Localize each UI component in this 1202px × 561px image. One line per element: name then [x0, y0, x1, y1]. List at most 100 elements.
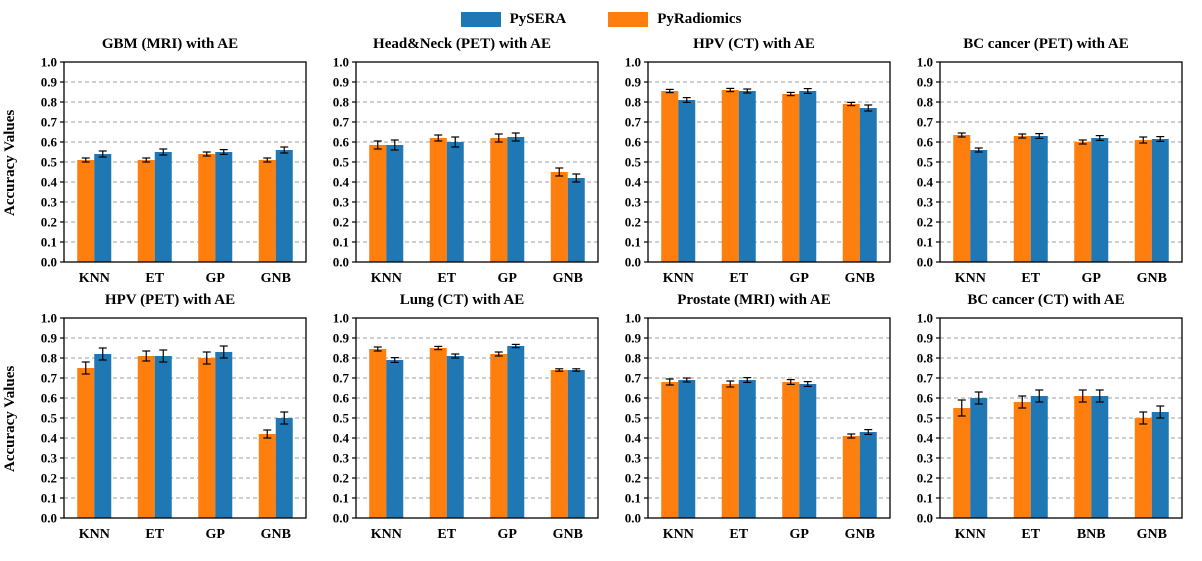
- y-tick-label: 0.4: [625, 431, 642, 446]
- x-tick-label: KNN: [371, 271, 402, 286]
- charts-row-top: Accuracy Values GBM (MRI) with AE 1.0 0.9…: [0, 34, 1202, 290]
- x-tick-label: GNB: [845, 527, 875, 542]
- plot-frame: [63, 61, 307, 263]
- y-tick-label: 0.0: [625, 511, 641, 526]
- y-tick-label: 0.5: [917, 155, 934, 170]
- bar-pyradiomics-et: [1013, 136, 1031, 262]
- bar-pysera-gp: [507, 137, 525, 262]
- bar-pysera-et: [446, 142, 464, 262]
- bar-pysera-knn: [386, 360, 404, 518]
- bar-pyradiomics-gnb: [1134, 140, 1152, 262]
- y-tick-label: 0.0: [917, 511, 933, 526]
- x-tick-label: GNB: [553, 527, 583, 542]
- x-tick-label: ET: [145, 271, 164, 286]
- bar-pysera-knn: [386, 145, 404, 262]
- y-tick-label: 0.7: [625, 115, 642, 130]
- x-tick-label: KNN: [955, 271, 986, 286]
- y-tick-label: 0.0: [917, 255, 933, 270]
- bar-pysera-knn: [94, 154, 112, 262]
- x-tick-label: GP: [498, 527, 518, 542]
- y-tick-label: 0.8: [333, 95, 350, 110]
- y-tick-label: 0.0: [41, 255, 57, 270]
- chart-panel-bc-ct: BC cancer (CT) with AE 1.0 0.9 0.8 0.7 0.6 0.…: [900, 290, 1192, 546]
- bar-pyradiomics-gp: [490, 354, 508, 518]
- chart-plot: 1.0 0.9 0.8 0.7 0.6 0.5 0.4 0.3 0.2 0.1 0.0 KNN ET GP…: [902, 54, 1190, 290]
- chart-title: GBM (MRI) with AE: [101, 36, 239, 52]
- y-tick-label: 0.5: [333, 411, 350, 426]
- y-tick-label: 0.2: [917, 215, 933, 230]
- bar-pysera-gnb: [567, 370, 585, 518]
- bar-pyradiomics-gnb: [842, 104, 860, 262]
- y-tick-label: 0.3: [625, 451, 642, 466]
- y-tick-label: 0.7: [625, 371, 642, 386]
- y-tick-label: 0.7: [41, 371, 58, 386]
- legend-item-pysera: PySERA: [460, 10, 567, 28]
- bar-pyradiomics-et: [137, 160, 155, 262]
- x-tick-label: GP: [790, 527, 810, 542]
- bar-pysera-et: [154, 152, 172, 262]
- chart-canvas: 1.0 0.9 0.8 0.7 0.6 0.5 0.4 0.3 0.2 0.1 0.0 KNN ET GP…: [41, 311, 307, 542]
- y-tick-label: 1.0: [41, 55, 57, 70]
- y-tick-label: 0.6: [625, 135, 642, 150]
- y-tick-label: 0.8: [41, 95, 58, 110]
- y-tick-label: 1.0: [625, 55, 641, 70]
- y-tick-label: 0.9: [41, 75, 58, 90]
- y-tick-label: 0.2: [625, 215, 641, 230]
- bar-pyradiomics-gnb: [1134, 418, 1152, 518]
- y-tick-label: 1.0: [41, 311, 57, 326]
- chart-panel-hpv-pet: HPV (PET) with AE 1.0 0.9 0.8 0.7 0.6 0.5 0.4 0…: [24, 290, 316, 546]
- y-tick-label: 0.6: [41, 391, 58, 406]
- x-tick-label: KNN: [79, 271, 110, 286]
- chart-panel-lung-ct: Lung (CT) with AE 1.0 0.9 0.8 0.7 0.6 0.5 0.4 0…: [316, 290, 608, 546]
- bar-pyradiomics-et: [137, 356, 155, 518]
- y-tick-label: 0.5: [625, 411, 642, 426]
- x-tick-label: GNB: [845, 271, 875, 286]
- bar-pyradiomics-gp: [490, 138, 508, 262]
- bar-pyradiomics-bnb: [1074, 396, 1092, 518]
- bar-pysera-gp: [215, 352, 233, 518]
- y-tick-label: 0.8: [625, 95, 642, 110]
- x-tick-label: GP: [498, 271, 518, 286]
- y-tick-label: 0.2: [333, 215, 349, 230]
- y-tick-label: 0.5: [41, 155, 58, 170]
- y-tick-label: 0.5: [333, 155, 350, 170]
- chart-plot: 1.0 0.9 0.8 0.7 0.6 0.5 0.4 0.3 0.2 0.1 0.0 KNN ET GP…: [318, 310, 606, 546]
- y-tick-label: 1.0: [625, 311, 641, 326]
- bar-pyradiomics-knn: [369, 145, 387, 262]
- legend: PySERA PyRadiomics: [0, 0, 1202, 34]
- bar-pyradiomics-et: [721, 90, 739, 262]
- pysera-swatch: [460, 11, 501, 27]
- x-tick-label: ET: [437, 271, 456, 286]
- bar-pysera-knn: [970, 150, 988, 262]
- y-tick-label: 0.6: [333, 391, 350, 406]
- bar-pyradiomics-et: [429, 138, 447, 262]
- pysera-label: PySERA: [509, 10, 567, 27]
- y-tick-label: 0.2: [41, 215, 57, 230]
- bar-pysera-knn: [678, 100, 696, 262]
- charts-row-bottom: Accuracy Values HPV (PET) with AE 1.0 0.9…: [0, 290, 1202, 546]
- bar-pyradiomics-knn: [77, 368, 95, 518]
- y-tick-label: 0.1: [917, 235, 933, 250]
- y-tick-label: 0.4: [917, 431, 934, 446]
- y-tick-label: 0.1: [333, 235, 349, 250]
- y-tick-label: 0.3: [41, 195, 58, 210]
- chart-canvas: 1.0 0.9 0.8 0.7 0.6 0.5 0.4 0.3 0.2 0.1 0.0 KNN ET GP…: [333, 311, 599, 542]
- y-tick-label: 0.1: [625, 235, 641, 250]
- y-axis-label-top: Accuracy Values: [2, 109, 18, 217]
- x-tick-label: KNN: [663, 271, 694, 286]
- bar-pysera-gnb: [275, 150, 293, 262]
- bar-pysera-et: [1030, 136, 1048, 262]
- y-tick-label: 0.9: [41, 331, 58, 346]
- bar-pysera-knn: [678, 380, 696, 518]
- bar-pysera-gnb: [859, 432, 877, 518]
- y-tick-label: 0.5: [41, 411, 58, 426]
- pyradiomics-label: PyRadiomics: [657, 10, 742, 27]
- y-tick-label: 0.6: [41, 135, 58, 150]
- y-tick-label: 0.6: [625, 391, 642, 406]
- y-tick-label: 0.9: [625, 331, 642, 346]
- bar-pysera-gnb: [567, 178, 585, 262]
- chart-canvas: 1.0 0.9 0.8 0.7 0.6 0.5 0.4 0.3 0.2 0.1 0.0 KNN ET GP…: [625, 55, 891, 286]
- y-tick-label: 0.2: [41, 471, 57, 486]
- y-tick-label: 1.0: [333, 55, 349, 70]
